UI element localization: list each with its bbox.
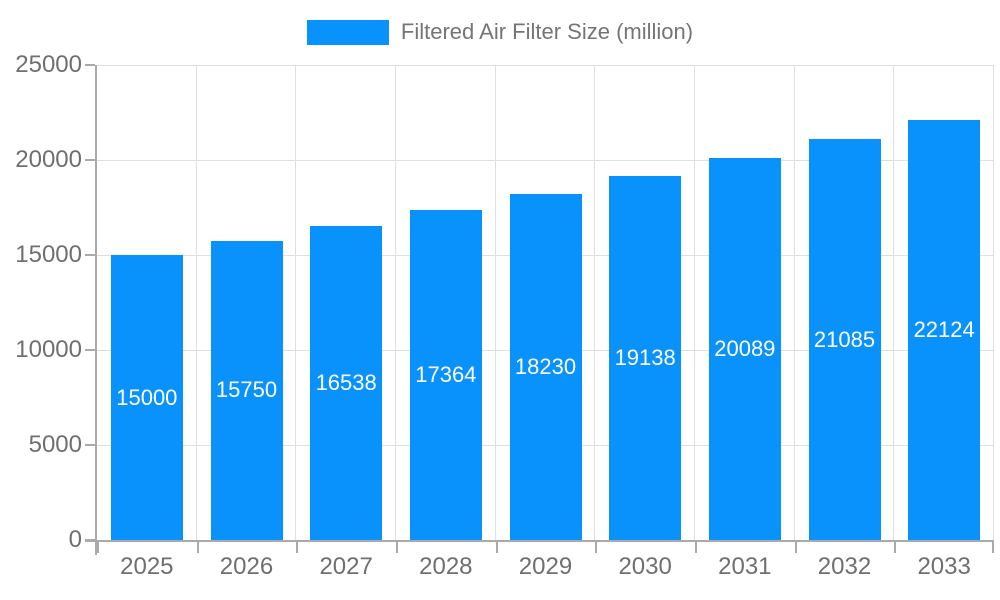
x-axis-tick-label: 2031 <box>718 553 772 580</box>
plot-area: 15000 15750 16538 17364 18230 19138 20089 21085… <box>97 65 994 540</box>
y-axis-tick-label: 5000 <box>28 431 82 458</box>
bar-value-label: 18230 <box>514 353 577 379</box>
y-axis-line <box>95 65 97 555</box>
bar-2032: 21085 <box>808 139 881 540</box>
x-axis-tick-label: 2025 <box>120 553 174 580</box>
x-gridline <box>793 65 795 540</box>
x-axis-tick-label: 2033 <box>917 553 971 580</box>
x-axis-tick-label: 2032 <box>817 553 872 580</box>
y-axis-tick <box>85 349 95 351</box>
x-gridline <box>295 65 297 540</box>
x-axis-tick <box>396 540 398 553</box>
x-axis-tick <box>495 540 498 553</box>
bar-value-label: 21085 <box>813 326 876 352</box>
x-axis-tick <box>296 540 299 553</box>
y-axis-tick <box>85 254 95 256</box>
legend-item[interactable]: Filtered Air Filter Size (million) <box>0 18 1000 46</box>
bar-value-label: 16538 <box>315 369 377 395</box>
y-axis-tick <box>85 444 95 446</box>
x-gridline <box>594 65 596 540</box>
bar-value-label: 17364 <box>415 362 477 388</box>
x-axis-tick <box>196 540 199 553</box>
bar-2026: 15750 <box>210 240 283 540</box>
x-axis-tick-label: 2026 <box>219 553 274 580</box>
x-axis-tick <box>595 540 598 553</box>
bar-2025: 15000 <box>110 255 183 540</box>
x-axis-tick <box>695 540 697 553</box>
y-axis-tick-label: 10000 <box>15 336 82 363</box>
x-axis-line <box>85 540 994 542</box>
bar-value-label: 19138 <box>614 345 676 371</box>
x-axis-tick <box>894 540 897 553</box>
y-axis-tick-label: 0 <box>68 526 82 553</box>
y-axis-tick <box>85 539 95 541</box>
y-axis-tick <box>85 159 95 161</box>
x-axis-tick-label: 2027 <box>319 553 373 580</box>
bar-2028: 17364 <box>409 210 482 540</box>
bar-2030: 19138 <box>609 176 682 540</box>
bar-value-label: 20089 <box>714 336 776 362</box>
bar-value-label: 22124 <box>913 316 975 342</box>
x-axis-tick-label: 2029 <box>518 553 573 580</box>
legend-label: Filtered Air Filter Size (million) <box>400 19 694 44</box>
bar-2029: 18230 <box>509 193 582 540</box>
x-gridline <box>195 65 197 540</box>
y-axis-tick-label: 15000 <box>15 241 82 268</box>
legend-swatch <box>306 19 389 45</box>
x-axis-tick <box>97 540 99 553</box>
y-axis-tick-label: 25000 <box>15 51 82 78</box>
x-axis-tick <box>992 540 994 553</box>
x-gridline <box>694 65 695 540</box>
x-axis-tick <box>794 540 797 553</box>
y-axis-tick <box>85 64 95 66</box>
y-gridline <box>97 65 994 66</box>
x-axis-tick-label: 2030 <box>618 553 672 580</box>
x-axis-tick-label: 2028 <box>419 553 473 580</box>
y-gridline <box>97 160 994 161</box>
x-gridline <box>993 65 994 540</box>
bar-2031: 20089 <box>708 158 781 540</box>
bar-2027: 16538 <box>310 225 383 540</box>
x-gridline <box>893 65 895 540</box>
bar-2033: 22124 <box>908 119 981 540</box>
y-axis-tick-label: 20000 <box>15 146 82 173</box>
bar-value-label: 15750 <box>215 377 278 403</box>
x-gridline <box>494 65 496 540</box>
x-gridline <box>395 65 396 540</box>
bar-value-label: 15000 <box>116 384 178 410</box>
